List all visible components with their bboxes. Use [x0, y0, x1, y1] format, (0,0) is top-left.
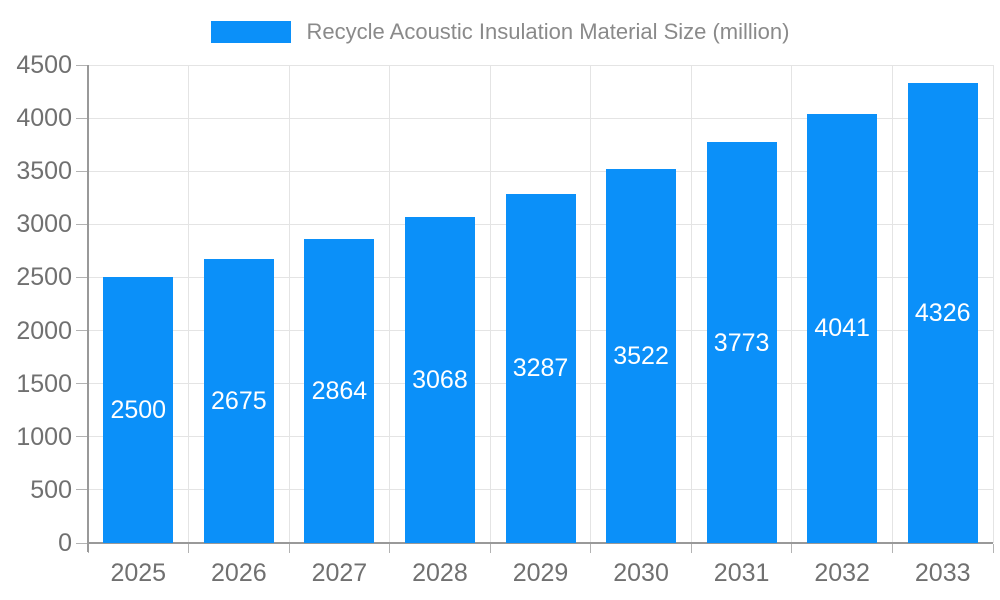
bar-value-label: 3068 [412, 366, 468, 395]
x-gridline [992, 65, 994, 543]
x-axis-tick [389, 544, 391, 553]
x-axis-label: 2030 [613, 559, 669, 587]
bar-value-label: 4041 [814, 314, 870, 343]
x-axis-tick [690, 544, 692, 553]
y-gridline [88, 64, 993, 66]
legend-swatch-icon[interactable] [210, 21, 291, 43]
x-gridline [791, 65, 793, 543]
y-axis-tick [76, 170, 88, 172]
bar-value-label: 3773 [713, 328, 770, 357]
y-axis-label: 2500 [16, 263, 72, 292]
bar-value-label: 2675 [211, 386, 267, 415]
x-axis-tick [791, 544, 793, 553]
y-axis-label: 500 [30, 475, 72, 504]
x-axis-label: 2028 [412, 559, 468, 587]
y-axis-label: 3500 [16, 157, 72, 186]
x-axis-label: 2026 [211, 559, 267, 587]
bar-2027[interactable] [304, 238, 375, 543]
y-axis-tick [76, 276, 88, 278]
bar-value-label: 3522 [613, 341, 669, 370]
y-axis-tick [76, 542, 88, 544]
x-axis-tick [288, 544, 290, 553]
bar-value-label: 3287 [512, 354, 569, 383]
y-axis-label: 1500 [16, 369, 72, 398]
legend[interactable]: Recycle Acoustic Insulation Material Siz… [0, 19, 1000, 44]
x-gridline [188, 65, 190, 543]
x-axis-tick [992, 544, 994, 553]
x-gridline [690, 65, 692, 543]
y-gridline [88, 170, 993, 172]
x-axis-label: 2033 [914, 559, 971, 587]
y-axis-label: 4500 [16, 51, 72, 79]
bar-2033[interactable] [907, 83, 978, 543]
y-axis-label: 2000 [16, 316, 72, 345]
y-axis-label: 0 [58, 529, 72, 557]
bar-2026[interactable] [203, 258, 274, 543]
legend-label[interactable]: Recycle Acoustic Insulation Material Siz… [306, 19, 790, 44]
x-axis-label: 2025 [110, 559, 167, 587]
y-gridline [88, 117, 993, 119]
x-gridline [891, 65, 893, 543]
bar-2025[interactable] [103, 277, 174, 543]
x-axis-tick [891, 544, 893, 553]
x-axis-line [88, 542, 993, 544]
bar-value-label: 2500 [110, 396, 167, 425]
y-axis-tick [76, 383, 88, 385]
y-axis-tick [76, 223, 88, 225]
x-gridline [288, 65, 290, 543]
y-axis-label: 1000 [16, 422, 72, 451]
y-axis-tick [76, 436, 88, 438]
x-axis-label: 2027 [311, 559, 368, 587]
y-axis-tick [76, 330, 88, 332]
y-axis-tick [76, 117, 88, 119]
y-axis-tick [76, 489, 88, 491]
y-axis-line [87, 65, 89, 552]
bar-2029[interactable] [505, 193, 576, 543]
x-gridline [389, 65, 391, 543]
bar-2032[interactable] [807, 113, 878, 543]
x-gridline [489, 65, 491, 543]
x-axis-tick [489, 544, 491, 553]
x-axis-tick [590, 544, 592, 553]
y-axis-label: 3000 [16, 210, 72, 239]
x-axis-label: 2031 [713, 559, 770, 587]
x-gridline [590, 65, 592, 543]
x-axis-label: 2032 [814, 559, 870, 587]
x-axis-tick [188, 544, 190, 553]
bar-2030[interactable] [606, 168, 677, 543]
y-axis-tick [76, 64, 88, 66]
bar-2031[interactable] [706, 142, 777, 543]
x-axis-label: 2029 [512, 559, 569, 587]
bar-value-label: 4326 [914, 299, 971, 328]
bar-2028[interactable] [404, 217, 475, 543]
bar-value-label: 2864 [311, 376, 368, 405]
y-axis-label: 4000 [16, 104, 72, 133]
